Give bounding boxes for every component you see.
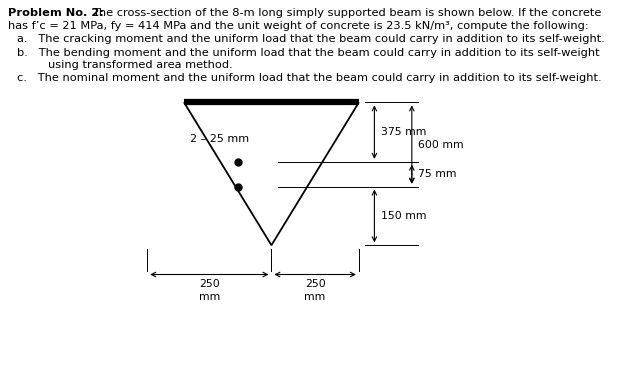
Text: The cross-section of the 8-m long simply supported beam is shown below. If the c: The cross-section of the 8-m long simply… (92, 8, 602, 18)
Text: 75 mm: 75 mm (418, 169, 457, 179)
Text: 150 mm: 150 mm (381, 211, 426, 221)
Text: mm: mm (198, 292, 220, 302)
Text: a.   The cracking moment and the uniform load that the beam could carry in addit: a. The cracking moment and the uniform l… (17, 34, 605, 44)
Text: 2 – 25 mm: 2 – 25 mm (190, 134, 250, 144)
Text: Problem No. 2:: Problem No. 2: (8, 8, 104, 18)
Text: 250: 250 (199, 279, 220, 289)
Text: 600 mm: 600 mm (418, 139, 464, 150)
Text: 375 mm: 375 mm (381, 127, 426, 137)
Text: b.   The bending moment and the uniform load that the beam could carry in additi: b. The bending moment and the uniform lo… (17, 48, 600, 57)
Text: has f’c = 21 MPa, fy = 414 MPa and the unit weight of concrete is 23.5 kN/m³, co: has f’c = 21 MPa, fy = 414 MPa and the u… (8, 21, 589, 31)
Text: c.   The nominal moment and the uniform load that the beam could carry in additi: c. The nominal moment and the uniform lo… (17, 73, 602, 83)
Text: mm: mm (305, 292, 326, 302)
Text: 250: 250 (305, 279, 326, 289)
Text: using transformed area method.: using transformed area method. (48, 60, 233, 70)
